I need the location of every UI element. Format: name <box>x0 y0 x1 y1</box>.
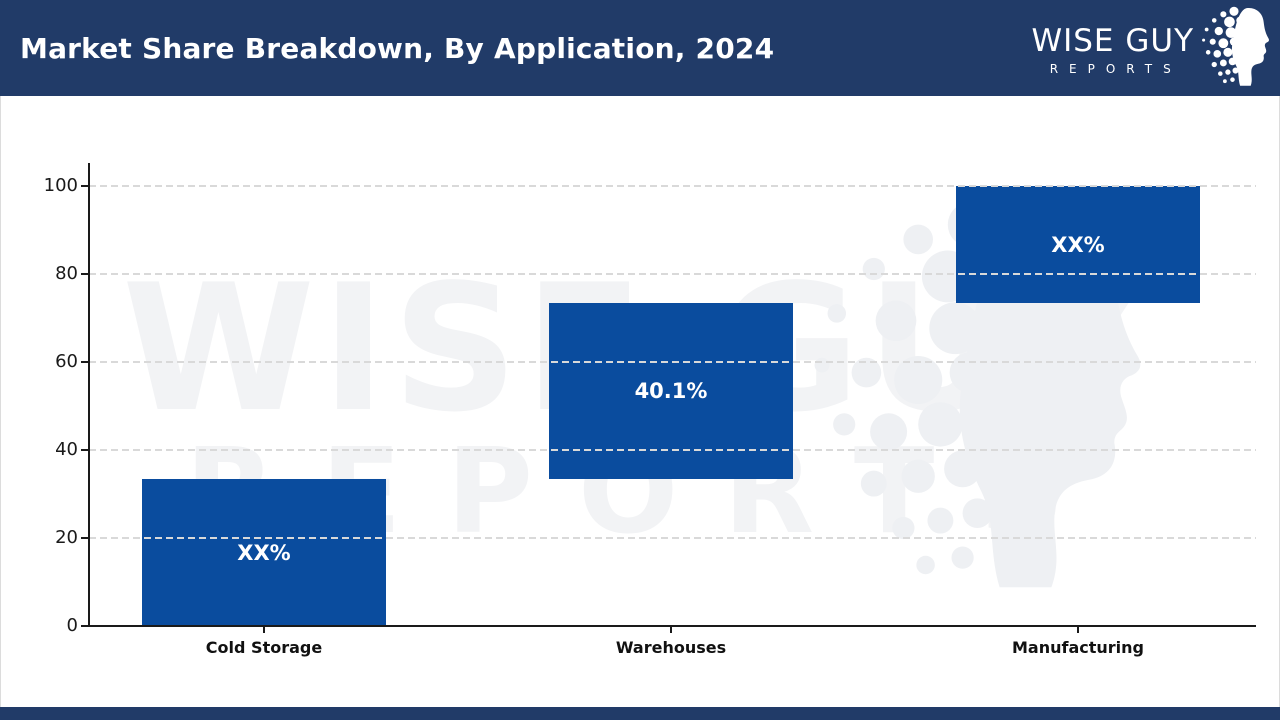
wise-guy-reports-logo: WISE GUY REPORTS <box>1031 4 1272 90</box>
x-category-label: Warehouses <box>615 638 727 657</box>
bar-cold-storage: XX% <box>142 479 386 626</box>
x-category-label: Manufacturing <box>1012 638 1144 657</box>
y-tick-label: 100 <box>43 175 78 196</box>
bar-value-label: 40.1% <box>634 379 708 404</box>
chart-title: Market Share Breakdown, By Application, … <box>20 31 775 65</box>
y-tick-mark <box>81 361 89 363</box>
bar-manufacturing: XX% <box>956 186 1200 304</box>
y-axis-spine <box>88 163 90 627</box>
logo-head-icon <box>1196 4 1272 90</box>
y-tick-label: 0 <box>66 615 78 636</box>
gridline-40 <box>89 449 1256 451</box>
bar-warehouses: 40.1% <box>549 303 793 480</box>
y-tick-mark <box>81 449 89 451</box>
y-tick-mark <box>81 185 89 187</box>
gridline-100 <box>89 185 1256 187</box>
y-tick-label: 60 <box>55 351 78 372</box>
y-tick-label: 40 <box>55 439 78 460</box>
bar-value-label: XX% <box>237 540 291 565</box>
logo-wordmark: WISE GUY REPORTS <box>1031 23 1194 77</box>
x-tick-mark <box>263 627 265 633</box>
x-category-label: Cold Storage <box>205 638 323 657</box>
x-axis-spine <box>88 625 1256 627</box>
header-band: Market Share Breakdown, By Application, … <box>0 0 1280 96</box>
y-tick-mark <box>81 625 89 627</box>
y-tick-mark <box>81 273 89 275</box>
y-tick-mark <box>81 537 89 539</box>
logo-wise-guy-text: WISE GUY <box>1031 23 1194 59</box>
footer-band <box>0 707 1280 720</box>
x-tick-mark <box>670 627 672 633</box>
gridline-20 <box>89 537 1256 539</box>
gridline-80 <box>89 273 1256 275</box>
logo-reports-text: REPORTS <box>1049 62 1182 76</box>
gridline-60 <box>89 361 1256 363</box>
x-tick-mark <box>1077 627 1079 633</box>
y-tick-label: 80 <box>55 263 78 284</box>
y-tick-label: 20 <box>55 527 78 548</box>
bar-value-label: XX% <box>1051 232 1105 257</box>
